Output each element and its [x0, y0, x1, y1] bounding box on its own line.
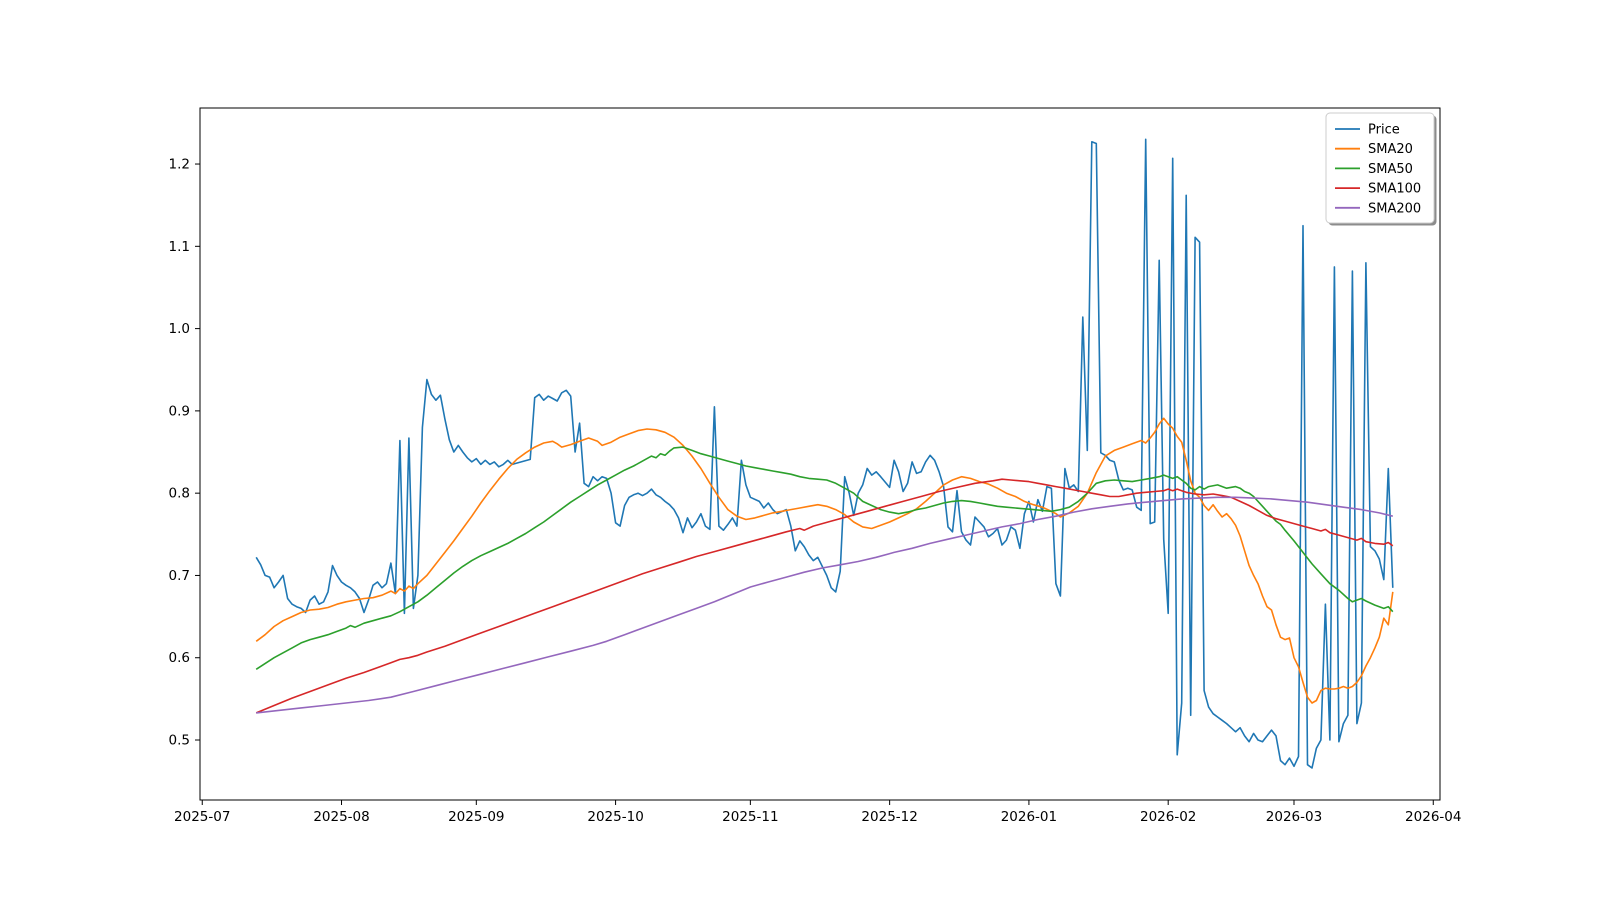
series-line-price — [255, 138, 1394, 769]
legend-box — [1325, 112, 1435, 224]
legend-label-sma50: SMA50 — [1368, 162, 1413, 177]
legend-label-sma200: SMA200 — [1368, 201, 1421, 216]
y-tick-label: 0.7 — [169, 568, 190, 584]
x-tick-label: 2026-04 — [1405, 809, 1461, 825]
x-tick-label: 2025-12 — [861, 809, 917, 825]
x-tick-label: 2025-08 — [313, 809, 369, 825]
x-tick-label: 2026-01 — [1001, 809, 1057, 825]
plot-area-frame — [199, 107, 1441, 801]
y-tick-label: 0.5 — [169, 733, 190, 749]
legend-label-sma20: SMA20 — [1368, 142, 1413, 157]
y-tick-label: 0.9 — [169, 403, 190, 419]
x-tick-label: 2025-10 — [587, 809, 643, 825]
y-tick-label: 0.8 — [169, 486, 190, 502]
x-tick-label: 2026-02 — [1140, 809, 1196, 825]
legend-label-price: Price — [1368, 123, 1400, 138]
legend-label-sma100: SMA100 — [1368, 182, 1421, 197]
y-tick-label: 1.1 — [169, 239, 190, 255]
x-tick-label: 2026-03 — [1266, 809, 1322, 825]
series-line-sma50 — [255, 446, 1394, 670]
y-tick-label: 0.6 — [169, 650, 190, 666]
y-tick-label: 1.2 — [169, 157, 190, 173]
series-line-sma200 — [256, 496, 1393, 714]
series-line-sma100 — [255, 478, 1394, 714]
x-tick-label: 2025-11 — [722, 809, 778, 825]
y-tick-label: 1.0 — [169, 321, 190, 337]
x-tick-label: 2025-07 — [174, 809, 230, 825]
x-tick-label: 2025-09 — [448, 809, 504, 825]
